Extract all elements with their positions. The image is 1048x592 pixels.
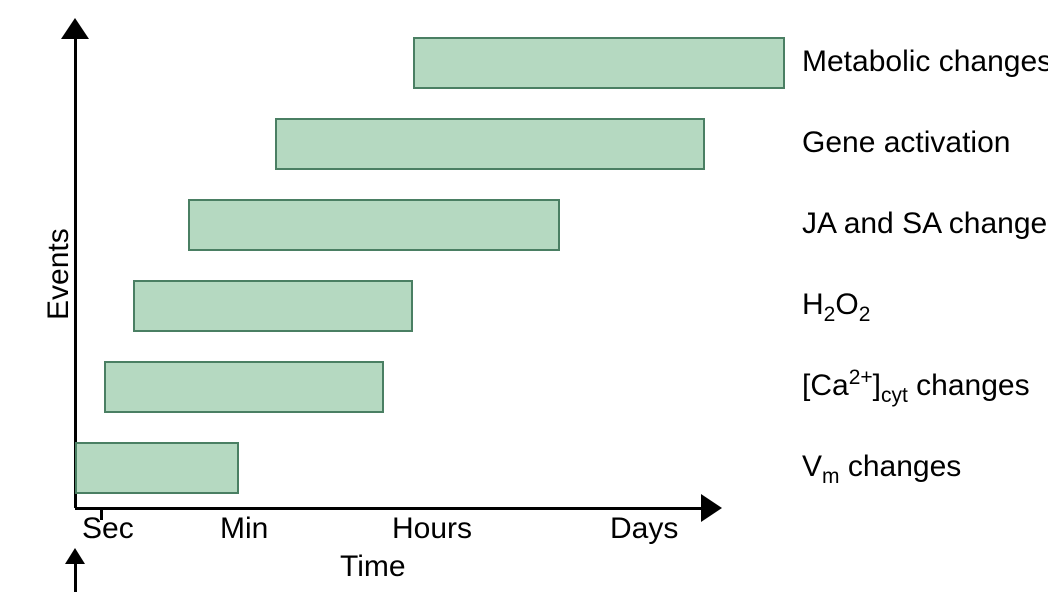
y-axis-stub xyxy=(74,562,77,592)
x-tick-label: Hours xyxy=(392,512,472,546)
event-label: Metabolic changes xyxy=(802,45,1048,79)
event-bar xyxy=(413,37,785,89)
event-label: [Ca2+]cyt changes xyxy=(802,369,1030,403)
event-bar xyxy=(275,118,705,170)
event-bar xyxy=(104,361,384,413)
y-axis-title: Events xyxy=(42,228,76,320)
x-axis-line xyxy=(75,507,701,510)
event-bar xyxy=(75,442,239,494)
event-bar xyxy=(188,199,560,251)
y-axis-stub-arrow xyxy=(65,548,85,564)
y-axis-arrow xyxy=(61,18,89,39)
x-axis-arrow xyxy=(701,494,722,522)
timeline-chart: Vm changes [Ca2+]cyt changes H2O2 JA and SA… xyxy=(0,0,1048,592)
x-axis-title: Time xyxy=(340,550,406,584)
event-bar xyxy=(133,280,413,332)
x-tick-label: Sec xyxy=(82,512,134,546)
event-label: Vm changes xyxy=(802,450,961,484)
event-label: Gene activation xyxy=(802,126,1010,160)
event-label: H2O2 xyxy=(802,288,870,322)
x-tick-label: Days xyxy=(610,512,678,546)
event-label: JA and SA changes xyxy=(802,207,1048,241)
x-tick-label: Min xyxy=(220,512,268,546)
